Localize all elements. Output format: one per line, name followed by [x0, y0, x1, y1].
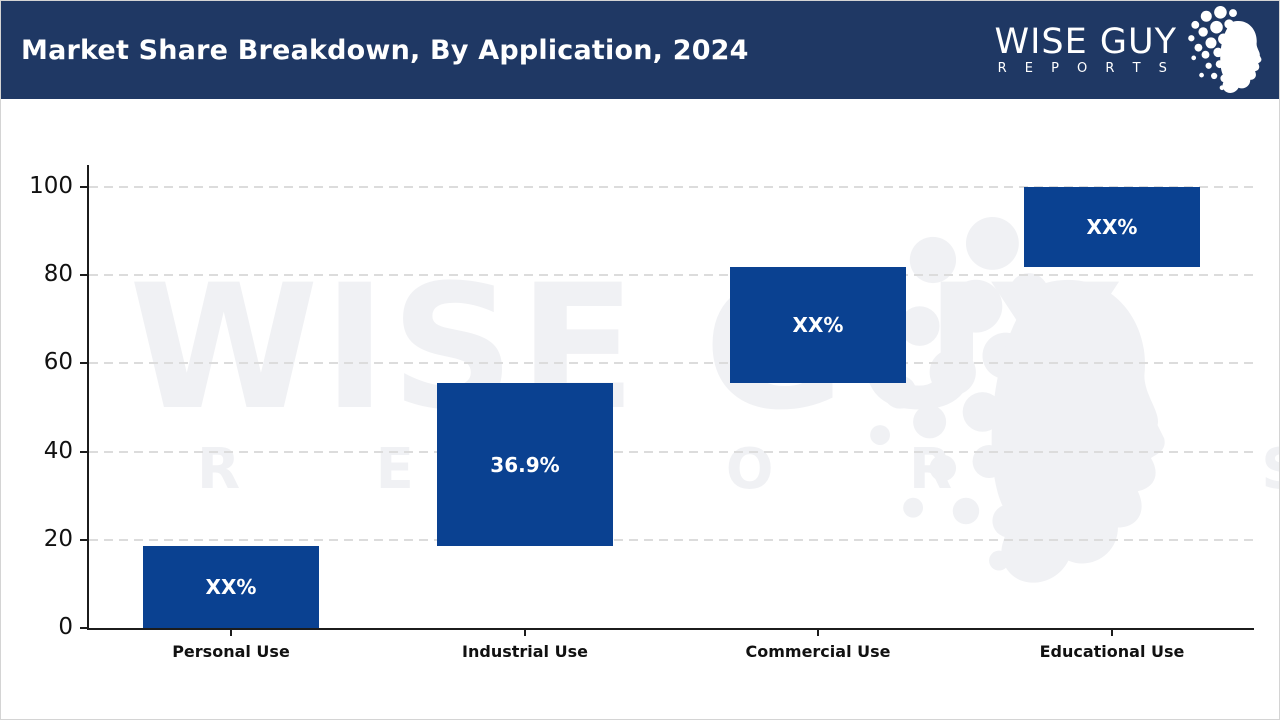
bar-value-label: XX% — [205, 574, 257, 599]
y-axis-spine — [87, 164, 89, 630]
logo-wordmark: WISE GUY R E P O R T S — [994, 21, 1177, 77]
y-axis-tick — [80, 538, 88, 541]
head-profile-dots-icon — [1188, 6, 1262, 93]
x-category-label: Educational Use — [1039, 642, 1185, 661]
gridline — [89, 186, 1254, 188]
y-tick-label: 0 — [58, 614, 73, 640]
x-axis-tick — [817, 628, 819, 636]
gridline — [89, 538, 1254, 541]
logo-line2: R E P O R T S — [997, 61, 1174, 77]
bar-value-label: XX% — [1086, 214, 1138, 239]
logo-line1: WISE GUY — [994, 21, 1177, 62]
y-tick-label: 100 — [29, 173, 73, 199]
chart-canvas: WISE GUY R E P O R T S 0 20 40 60 80 100 XX% 36… — [1, 99, 1279, 719]
plot-area: 0 20 40 60 80 100 XX% 36.9% XX% XX% Personal Use In… — [1, 99, 1279, 719]
bar-personal-use: XX% — [143, 545, 319, 628]
bar-value-label: XX% — [792, 313, 844, 338]
x-category-label: Commercial Use — [745, 642, 891, 661]
gridline — [89, 450, 1254, 453]
page-title: Market Share Breakdown, By Application, … — [21, 34, 749, 66]
bar-industrial-use: 36.9% — [437, 383, 613, 546]
gridline — [89, 274, 1254, 277]
bar-value-label: 36.9% — [490, 452, 560, 477]
x-axis-tick — [1111, 628, 1113, 636]
bar-educational-use: XX% — [1024, 187, 1200, 267]
y-tick-label: 20 — [43, 525, 73, 552]
y-tick-label: 80 — [43, 261, 73, 288]
x-axis-tick — [230, 628, 232, 636]
y-tick-label: 60 — [43, 349, 73, 376]
y-tick-label: 40 — [43, 437, 73, 464]
y-axis-tick — [80, 627, 88, 629]
bar-commercial-use: XX% — [730, 266, 906, 384]
x-category-label: Industrial Use — [462, 642, 588, 661]
x-axis-spine — [87, 628, 1254, 630]
y-axis-tick — [80, 186, 88, 188]
y-axis-tick — [80, 274, 88, 277]
y-axis-tick — [80, 362, 88, 365]
y-axis-tick — [80, 450, 88, 453]
wiseguy-logo: WISE GUY R E P O R T S — [994, 6, 1265, 94]
x-category-label: Personal Use — [172, 642, 290, 661]
x-axis-tick — [524, 628, 526, 636]
header: Market Share Breakdown, By Application, … — [1, 1, 1279, 99]
gridline — [89, 362, 1254, 365]
